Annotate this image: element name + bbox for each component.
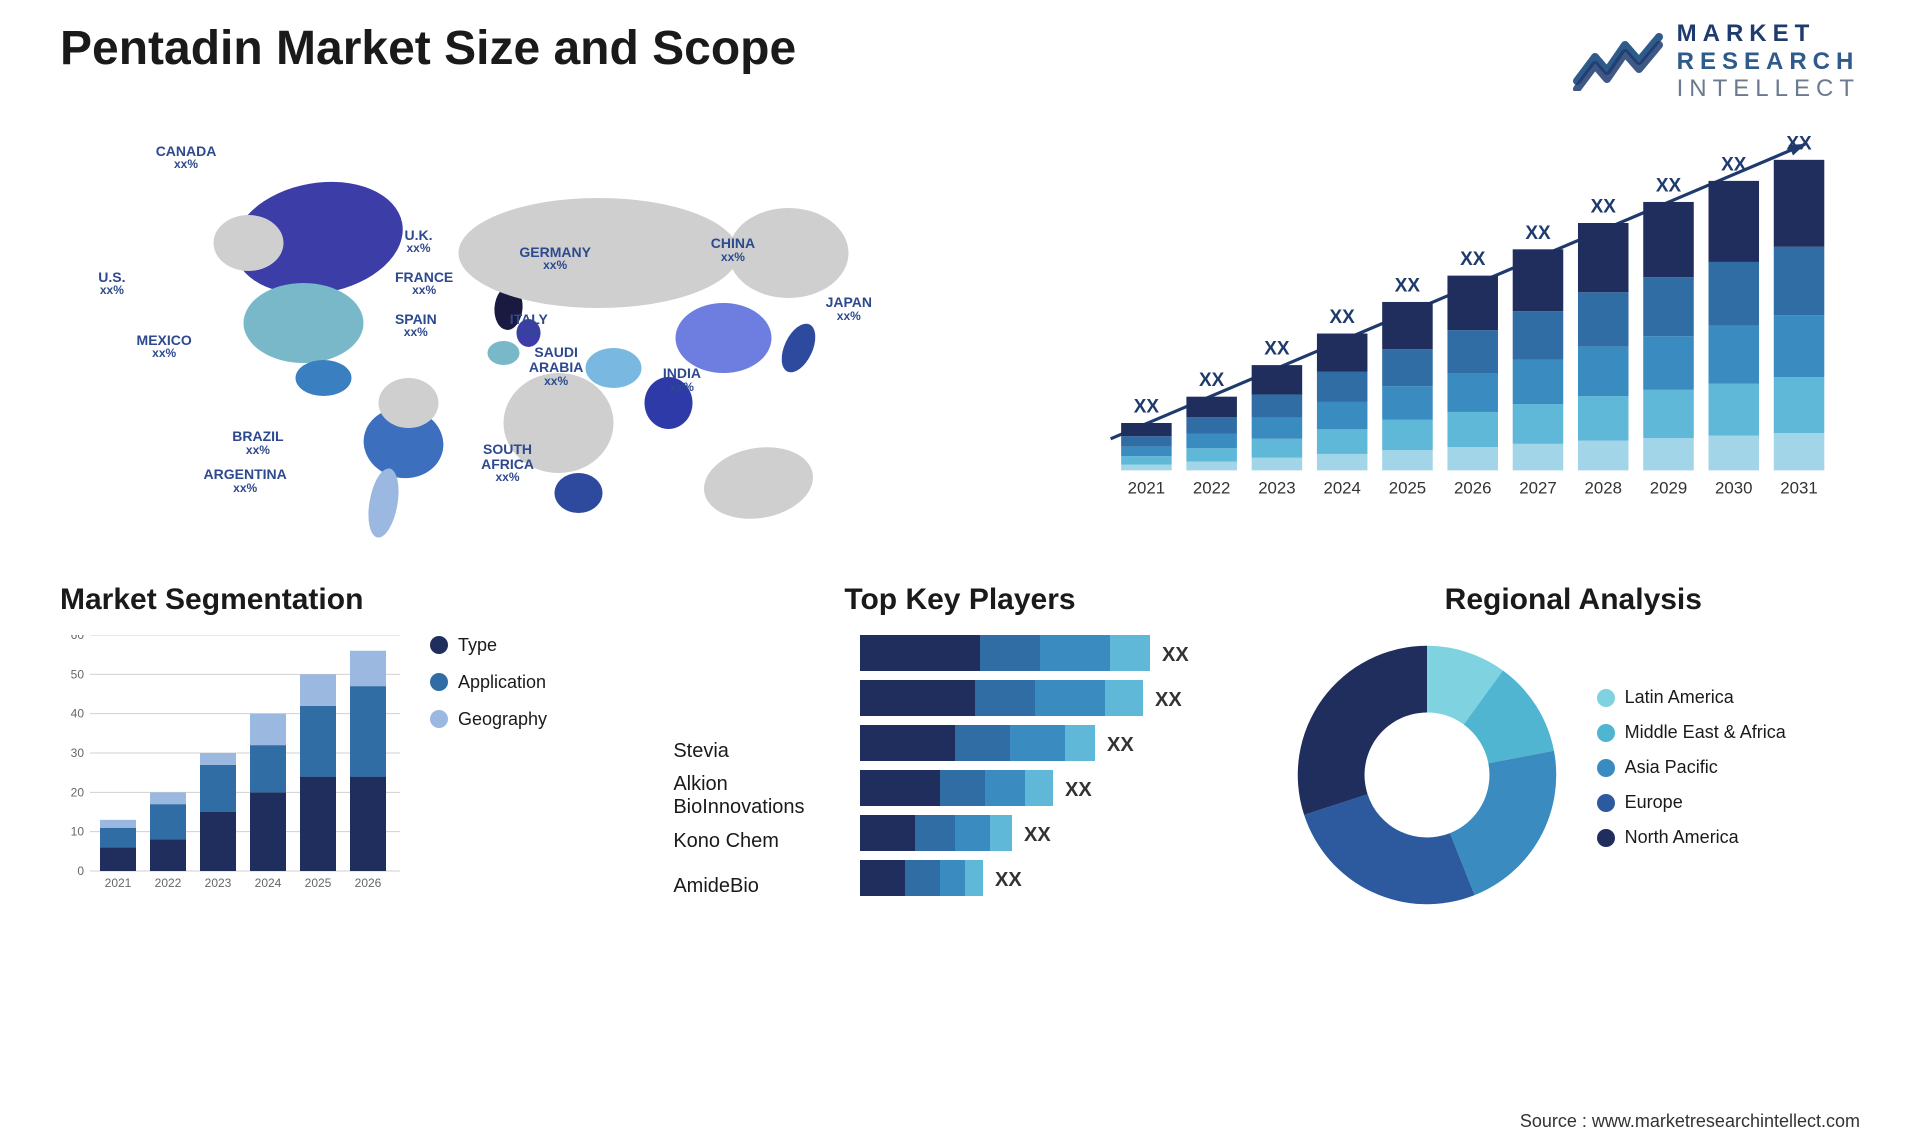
svg-text:60: 60 [71,635,85,642]
logo-line3: INTELLECT [1677,75,1860,103]
svg-text:XX: XX [1162,644,1189,666]
svg-text:40: 40 [71,706,85,720]
legend-item: Europe [1597,792,1786,813]
logo-line1: MARKET [1677,20,1860,48]
svg-text:2024: 2024 [1323,478,1360,497]
svg-text:2025: 2025 [305,876,332,890]
svg-text:2023: 2023 [1258,478,1295,497]
map-label: GERMANYxx% [519,245,591,272]
svg-text:2021: 2021 [1128,478,1165,497]
svg-text:XX: XX [1065,779,1092,801]
svg-text:2022: 2022 [155,876,182,890]
map-label: SAUDIARABIAxx% [529,345,583,387]
growth-chart-panel: XX 2021 XX 2022 XX 2023 XX 2024 XX 2025 XX 2026 XX 20… [1077,123,1860,523]
key-player-label: Stevia [673,729,849,774]
map-label: BRAZILxx% [232,429,283,456]
logo: MARKET RESEARCH INTELLECT [1573,20,1860,103]
svg-text:XX: XX [1721,154,1747,175]
segmentation-panel: Market Segmentation 0 10 20 30 40 50 60 2021 202… [60,583,633,915]
map-label: CHINAxx% [711,236,755,263]
svg-text:2022: 2022 [1193,478,1230,497]
logo-mark-icon [1573,31,1663,91]
svg-text:10: 10 [71,824,85,838]
map-label: FRANCExx% [395,270,453,297]
key-player-label: Kono Chem [673,819,849,864]
map-label: JAPANxx% [826,295,872,322]
map-label: INDIAxx% [663,366,701,393]
svg-text:XX: XX [1525,223,1551,244]
key-players-title: Top Key Players [673,583,1246,617]
regional-legend: Latin America Middle East & Africa Asia Pa… [1597,687,1786,862]
key-players-labels: SteviaAlkion BioInnovationsKono ChemAmid… [673,635,849,909]
regional-panel: Regional Analysis Latin America Middle Ea… [1287,583,1860,915]
logo-line2: RESEARCH [1677,48,1860,76]
svg-text:XX: XX [1024,824,1051,846]
map-label: SOUTHAFRICAxx% [481,442,534,484]
regional-donut-chart [1287,635,1567,915]
top-row: CANADAxx% U.S.xx% MEXICOxx% BRAZILxx% ARGENT… [60,123,1860,543]
key-player-label: Alkion BioInnovations [673,774,849,819]
map-label: ITALYxx% [510,312,548,339]
svg-text:XX: XX [1786,133,1812,154]
svg-text:XX: XX [1656,175,1682,196]
segmentation-title: Market Segmentation [60,583,633,617]
svg-text:2021: 2021 [105,876,132,890]
svg-text:XX: XX [1460,249,1486,270]
svg-text:2023: 2023 [205,876,232,890]
map-label: MEXICOxx% [137,333,192,360]
svg-text:XX: XX [1264,338,1290,359]
legend-item: North America [1597,827,1786,848]
regional-title: Regional Analysis [1287,583,1860,617]
legend-item: Application [430,672,547,693]
map-label: SPAINxx% [395,312,437,339]
svg-text:2030: 2030 [1715,478,1752,497]
svg-text:XX: XX [1199,370,1225,391]
svg-text:2025: 2025 [1389,478,1426,497]
key-player-label [673,684,849,729]
page-title: Pentadin Market Size and Scope [60,20,796,78]
svg-text:XX: XX [1395,275,1421,296]
svg-text:2027: 2027 [1519,478,1556,497]
logo-text: MARKET RESEARCH INTELLECT [1677,20,1860,103]
svg-text:XX: XX [995,869,1022,891]
key-player-label [673,639,849,684]
legend-item: Type [430,635,547,656]
bottom-row: Market Segmentation 0 10 20 30 40 50 60 2021 202… [60,583,1860,915]
svg-text:XX: XX [1155,689,1182,711]
growth-bar-chart: XX 2021 XX 2022 XX 2023 XX 2024 XX 2025 XX 2026 XX 20… [1077,123,1860,523]
map-label: U.S.xx% [98,270,125,297]
svg-text:2024: 2024 [255,876,282,890]
svg-text:50: 50 [71,667,85,681]
key-players-hbar-chart: XX XX XX XX XX XX [860,635,1247,905]
key-players-panel: Top Key Players SteviaAlkion BioInnovati… [673,583,1246,915]
legend-item: Asia Pacific [1597,757,1786,778]
key-player-label: AmideBio [673,864,849,909]
legend-item: Geography [430,709,547,730]
world-map-panel: CANADAxx% U.S.xx% MEXICOxx% BRAZILxx% ARGENT… [60,123,1017,543]
map-label: ARGENTINAxx% [204,467,287,494]
svg-text:20: 20 [71,785,85,799]
legend-item: Middle East & Africa [1597,722,1786,743]
svg-text:XX: XX [1330,307,1356,328]
map-label: U.K.xx% [405,228,433,255]
svg-text:2028: 2028 [1585,478,1622,497]
svg-text:XX: XX [1134,396,1160,417]
source-attribution: Source : www.marketresearchintellect.com [1520,1111,1860,1132]
svg-text:XX: XX [1591,196,1617,217]
svg-text:XX: XX [1107,734,1134,756]
svg-text:2026: 2026 [355,876,382,890]
svg-text:30: 30 [71,746,85,760]
segmentation-legend: Type Application Geography [430,635,547,746]
svg-text:2031: 2031 [1780,478,1817,497]
header: Pentadin Market Size and Scope MARKET RE… [60,20,1860,103]
segmentation-bar-chart: 0 10 20 30 40 50 60 2021 2022 2023 2024 2025 2026 [60,635,400,895]
map-label: CANADAxx% [156,144,217,171]
svg-text:2029: 2029 [1650,478,1687,497]
legend-item: Latin America [1597,687,1786,708]
svg-text:2026: 2026 [1454,478,1491,497]
svg-text:0: 0 [77,864,84,878]
